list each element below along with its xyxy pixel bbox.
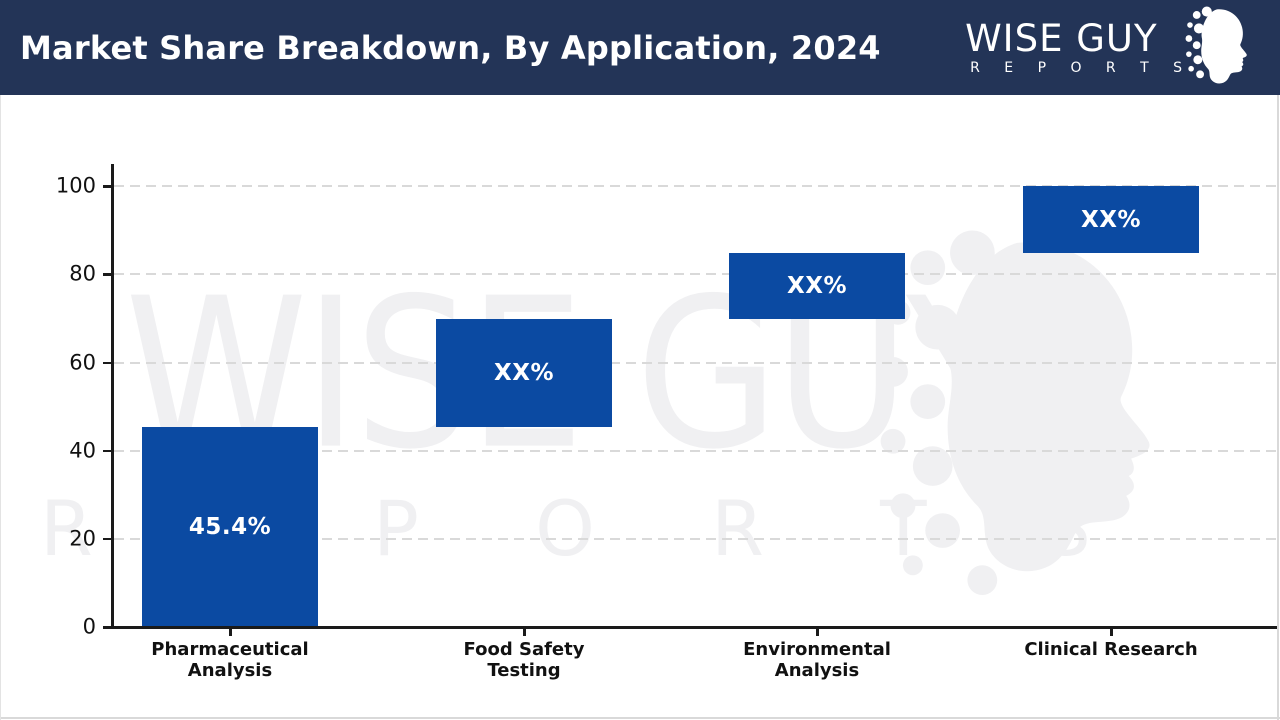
page-title: Market Share Breakdown, By Application, … bbox=[20, 28, 881, 67]
y-tick-label-60: 60 bbox=[69, 349, 96, 374]
frame-right-edge bbox=[1277, 95, 1279, 720]
x-category-label: Environmental Analysis bbox=[697, 639, 937, 681]
frame-left-edge bbox=[0, 95, 1, 720]
logo-wiseguy-label: WISE GUY bbox=[965, 17, 1158, 60]
x-axis-spine bbox=[111, 626, 1278, 629]
y-tick-label-100: 100 bbox=[55, 173, 96, 198]
y-tick-label-80: 80 bbox=[69, 261, 96, 286]
y-tick-0 bbox=[103, 626, 113, 629]
y-tick-40 bbox=[103, 449, 113, 453]
logo-head-icon bbox=[1185, 6, 1247, 83]
x-category-label-line: Testing bbox=[487, 660, 561, 681]
bar-value-label: XX% bbox=[493, 360, 554, 387]
gridline-y40 bbox=[114, 449, 1278, 452]
bar-pharmaceutical-analysis: 45.4% bbox=[142, 426, 318, 627]
y-axis-spine bbox=[111, 164, 114, 629]
x-tick-1 bbox=[523, 628, 526, 636]
bar-environmental-analysis: XX% bbox=[729, 253, 905, 320]
y-tick-20 bbox=[103, 537, 113, 541]
x-tick-3 bbox=[1110, 628, 1113, 636]
x-category-label-line: Clinical Research bbox=[1024, 639, 1198, 660]
x-category-label-line: Food Safety bbox=[463, 639, 585, 660]
x-category-label-line: Analysis bbox=[187, 660, 273, 681]
y-tick-label-20: 20 bbox=[69, 526, 96, 551]
bar-value-label: 45.4% bbox=[188, 513, 272, 540]
header-bar: Market Share Breakdown, By Application, … bbox=[0, 0, 1280, 95]
y-tick-60 bbox=[103, 361, 113, 365]
x-tick-2 bbox=[816, 628, 819, 636]
y-tick-label-40: 40 bbox=[69, 437, 96, 462]
frame-bottom-edge bbox=[0, 717, 1280, 719]
x-category-label-line: Environmental bbox=[743, 639, 891, 660]
bar-value-label: XX% bbox=[786, 273, 847, 300]
logo-text: WISE GUY R E P O R T S bbox=[965, 17, 1192, 77]
x-category-label-line: Pharmaceutical bbox=[151, 639, 309, 660]
x-category-label: Pharmaceutical Analysis bbox=[110, 639, 350, 681]
y-tick-100 bbox=[103, 185, 113, 188]
x-category-label: Clinical Research bbox=[991, 639, 1231, 660]
gridline-y100 bbox=[114, 185, 1278, 188]
bar-clinical-research: XX% bbox=[1023, 186, 1199, 254]
gridline-y80 bbox=[114, 273, 1278, 276]
wise-guy-reports-logo: WISE GUY R E P O R T S bbox=[965, 6, 1258, 90]
x-category-label: Food Safety Testing bbox=[404, 639, 644, 681]
x-category-label-line: Analysis bbox=[774, 660, 860, 681]
y-tick-80 bbox=[103, 273, 113, 276]
gridline-y60 bbox=[114, 361, 1278, 364]
x-tick-0 bbox=[229, 628, 232, 636]
y-tick-label-0: 0 bbox=[82, 614, 96, 639]
logo-reports-label: R E P O R T S bbox=[970, 60, 1192, 76]
bar-value-label: XX% bbox=[1080, 206, 1141, 233]
bar-food-safety-testing: XX% bbox=[436, 319, 612, 427]
gridline-y20 bbox=[114, 537, 1278, 540]
